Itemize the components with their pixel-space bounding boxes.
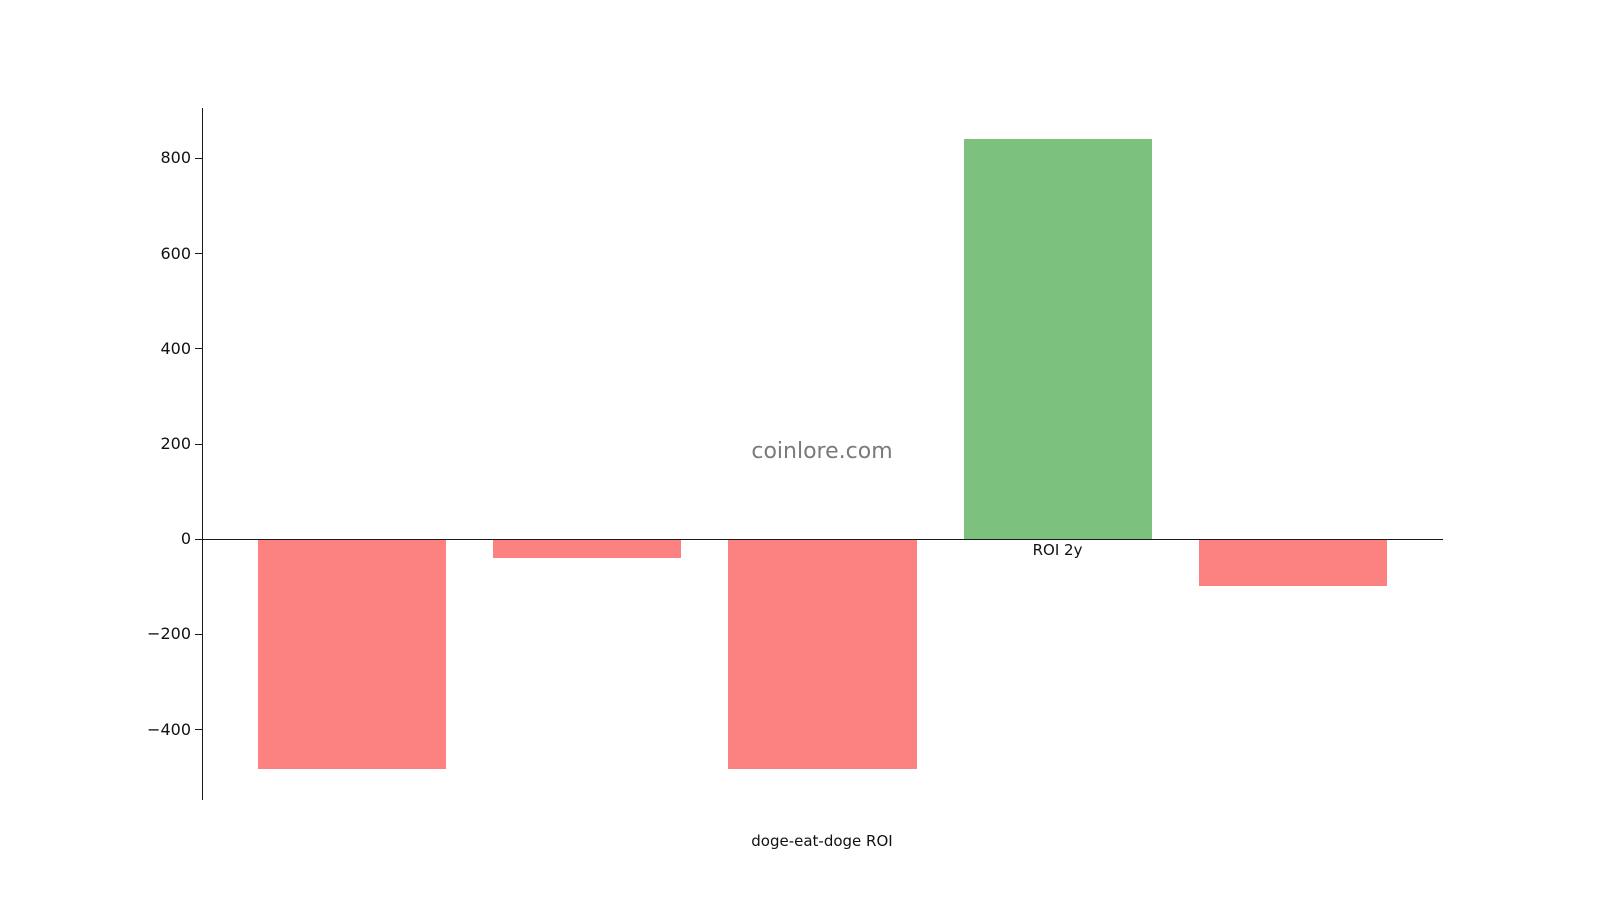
y-tick-label: −400 bbox=[147, 719, 191, 739]
y-tick-mark bbox=[195, 633, 202, 635]
bar-2 bbox=[728, 539, 917, 769]
y-tick-label: 800 bbox=[160, 148, 191, 168]
bar-0 bbox=[258, 539, 447, 769]
y-tick-mark bbox=[195, 157, 202, 159]
y-tick-mark bbox=[195, 253, 202, 255]
bar-3 bbox=[963, 139, 1152, 540]
y-tick-mark bbox=[195, 443, 202, 445]
watermark-text: coinlore.com bbox=[751, 439, 893, 464]
y-tick-label: 0 bbox=[180, 529, 191, 549]
y-tick-mark bbox=[195, 729, 202, 731]
y-tick-mark bbox=[195, 538, 202, 540]
bar-1 bbox=[493, 539, 682, 559]
y-tick-label: 600 bbox=[160, 243, 191, 263]
y-tick-label: 400 bbox=[160, 338, 191, 358]
y-tick-label: −200 bbox=[147, 624, 191, 644]
bar-4 bbox=[1198, 539, 1387, 586]
y-tick-label: 200 bbox=[160, 434, 191, 453]
x-axis-label: doge-eat-doge ROI bbox=[751, 832, 893, 850]
y-tick-mark bbox=[195, 348, 202, 350]
x-axis-zero-line bbox=[202, 538, 1443, 540]
x-tick-label: ROI 2y bbox=[1032, 541, 1083, 560]
y-axis-line bbox=[202, 108, 203, 800]
